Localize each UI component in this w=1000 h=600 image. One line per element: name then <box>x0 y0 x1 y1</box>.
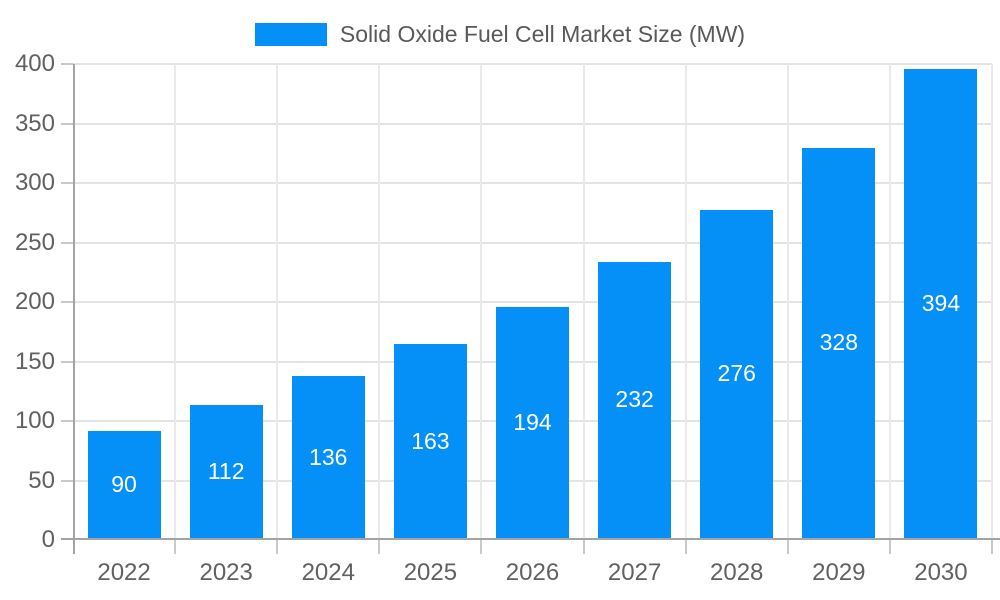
gridline-horizontal <box>73 122 992 125</box>
bar-value-label-2022: 90 <box>111 470 137 497</box>
y-axis-label-350: 350 <box>14 109 55 137</box>
gridline-horizontal <box>73 63 992 65</box>
x-axis-line <box>61 538 1000 540</box>
x-axis-label-2022: 2022 <box>97 559 151 586</box>
gridline-vertical <box>991 64 993 540</box>
y-axis-tick <box>61 122 73 125</box>
x-axis-label-2026: 2026 <box>505 559 560 586</box>
gridline-horizontal <box>73 241 992 244</box>
gridline-vertical <box>480 64 483 540</box>
x-axis-tick <box>786 540 789 554</box>
x-axis-tick <box>582 540 585 554</box>
bar-2028[interactable]: 276 <box>700 209 774 538</box>
y-axis-tick <box>61 301 73 303</box>
y-axis-line <box>73 64 75 554</box>
y-axis-tick <box>61 182 73 184</box>
x-axis-label-2027: 2027 <box>607 559 662 586</box>
bar-value-label-2027: 232 <box>615 386 654 413</box>
x-axis-tick <box>378 540 381 554</box>
bar-2022[interactable]: 90 <box>87 430 161 538</box>
x-axis-label-2024: 2024 <box>301 559 355 586</box>
plot-area: 0 50 100 150 200 250 300 350 400 90 2022 112 2023 136… <box>15 50 1000 586</box>
y-axis-tick <box>61 420 73 422</box>
y-axis-tick <box>61 63 73 65</box>
x-axis-label-2025: 2025 <box>403 559 458 586</box>
bar-2025[interactable]: 163 <box>393 344 467 538</box>
x-axis-tick <box>276 540 279 554</box>
y-axis-tick <box>61 360 73 363</box>
bar-value-label-2024: 136 <box>309 443 348 470</box>
y-axis-label-50: 50 <box>28 466 55 494</box>
x-axis-tick <box>480 540 483 554</box>
bar-value-label-2030: 394 <box>921 290 961 317</box>
bar-2027[interactable]: 232 <box>598 261 672 538</box>
bar-2023[interactable]: 112 <box>189 404 263 538</box>
gridline-vertical <box>888 64 891 540</box>
y-axis-label-150: 150 <box>14 347 55 375</box>
y-axis-tick <box>61 479 73 482</box>
x-axis-tick <box>174 540 177 554</box>
gridline-vertical <box>786 64 789 540</box>
gridline-vertical <box>378 64 381 540</box>
x-axis-label-2023: 2023 <box>199 559 253 586</box>
x-axis-label-2029: 2029 <box>812 559 866 586</box>
bar-value-label-2023: 112 <box>207 457 245 484</box>
bar-2029[interactable]: 328 <box>802 147 876 538</box>
x-axis-tick <box>684 540 687 554</box>
y-axis-label-300: 300 <box>14 169 55 196</box>
y-axis-label-0: 0 <box>41 526 55 553</box>
y-axis-label-250: 250 <box>14 228 55 256</box>
x-axis-label-2028: 2028 <box>710 559 764 586</box>
bar-value-label-2028: 276 <box>717 360 756 387</box>
x-axis-tick <box>991 540 993 554</box>
bar-2026[interactable]: 194 <box>496 307 569 538</box>
bar-value-label-2025: 163 <box>411 427 450 454</box>
y-axis-label-200: 200 <box>14 288 55 315</box>
gridline-vertical <box>276 64 279 540</box>
chart-legend[interactable]: Solid Oxide Fuel Cell Market Size (MW) <box>0 21 1000 48</box>
bar-2030[interactable]: 394 <box>904 69 978 538</box>
y-axis-label-400: 400 <box>14 50 55 77</box>
gridline-horizontal <box>73 182 992 184</box>
gridline-vertical <box>684 64 687 540</box>
legend-label: Solid Oxide Fuel Cell Market Size (MW) <box>339 21 746 47</box>
x-axis-tick <box>888 540 891 554</box>
gridline-horizontal <box>73 301 992 303</box>
bar-2024[interactable]: 136 <box>291 376 365 538</box>
gridline-vertical <box>582 64 585 540</box>
legend-swatch-icon <box>254 23 327 46</box>
x-axis-label-2030: 2030 <box>914 559 968 586</box>
y-axis-tick <box>61 241 73 244</box>
bar-value-label-2026: 194 <box>513 409 552 436</box>
bar-value-label-2029: 328 <box>819 329 859 356</box>
gridline-vertical <box>174 64 177 540</box>
y-axis-label-100: 100 <box>14 407 55 434</box>
